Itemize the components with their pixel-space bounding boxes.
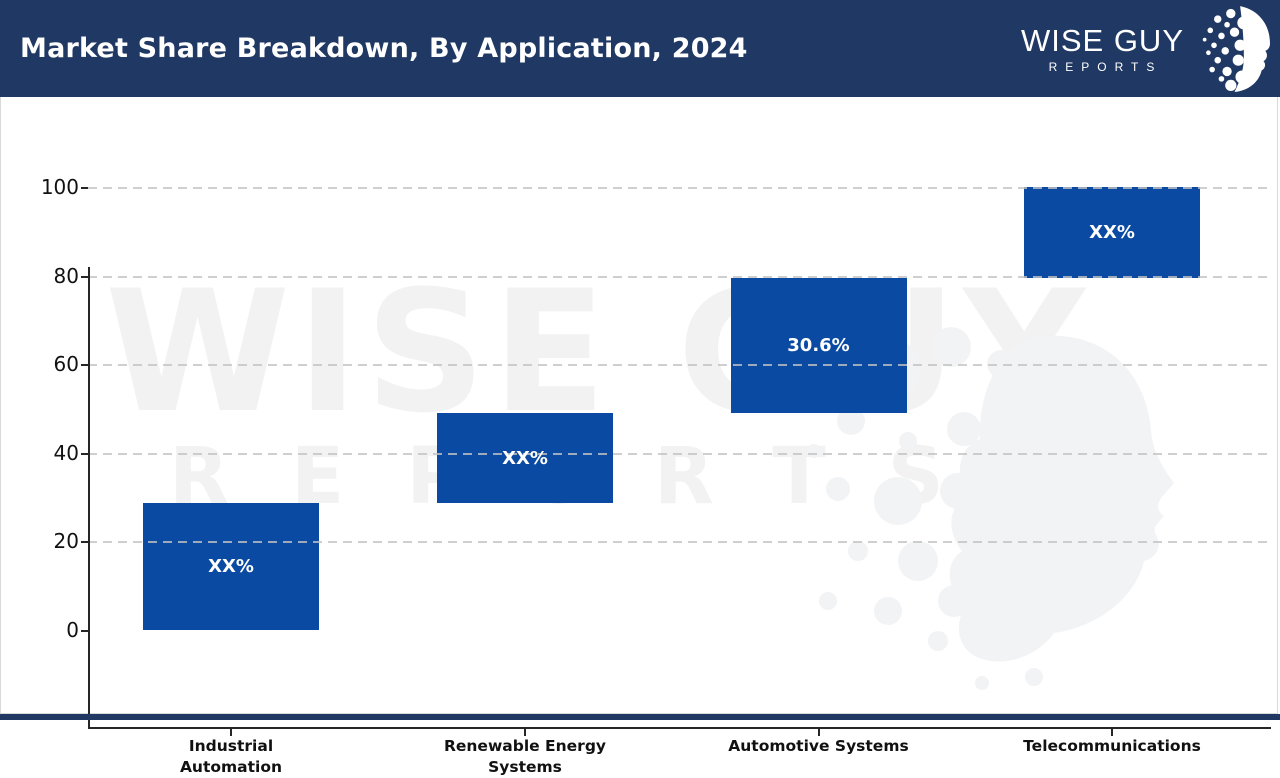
bar-segment	[1024, 187, 1200, 278]
bar-value-label: XX%	[208, 556, 254, 578]
brand-subname: REPORTS	[1048, 59, 1163, 74]
x-axis-label: Telecommunications	[1023, 737, 1201, 755]
y-tick-mark	[81, 452, 88, 455]
y-tick-mark	[81, 541, 88, 544]
x-axis-label: Automotive Systems	[728, 737, 909, 755]
bar-value-label: XX%	[502, 447, 548, 469]
bar-segment	[730, 277, 907, 414]
page-title: Market Share Breakdown, By Application, …	[20, 33, 748, 64]
y-tick-mark	[81, 630, 88, 632]
bar-segment	[437, 413, 613, 504]
x-axis	[88, 727, 1271, 729]
footer-bar	[0, 714, 1280, 720]
gridline	[88, 364, 1271, 367]
gridline	[88, 452, 1271, 455]
y-tick-label: 40	[53, 440, 79, 465]
brand-logo: WISE GUY REPORTS	[1021, 0, 1270, 97]
x-axis-label: Renewable Energy Systems	[443, 737, 607, 776]
y-axis	[88, 267, 90, 729]
gridline	[88, 275, 1271, 278]
x-axis-label: Industrial Automation	[179, 737, 283, 776]
x-tick-mark	[524, 729, 526, 736]
x-tick-mark	[817, 729, 820, 736]
y-tick-label: 80	[53, 263, 79, 288]
header-banner: Market Share Breakdown, By Application, …	[0, 0, 1280, 97]
x-tick-mark	[1111, 729, 1113, 736]
y-tick-label: 0	[66, 618, 79, 642]
chart-canvas: WISE GUY REPORTS XX%XX%30.6%XX%020406080…	[0, 97, 1278, 776]
dotted-head-logo-icon	[1202, 5, 1270, 92]
watermark-brand-text: WISE GUY	[105, 254, 1092, 450]
y-tick-mark	[81, 364, 88, 367]
y-tick-mark	[81, 275, 88, 278]
x-tick-mark	[230, 729, 232, 736]
y-tick-label: 20	[53, 529, 79, 554]
y-tick-mark	[81, 187, 88, 189]
bar-value-label: XX%	[1089, 221, 1135, 243]
bar-segment	[143, 503, 319, 630]
brand-name: WISE GUY	[1020, 22, 1184, 58]
y-tick-label: 60	[53, 352, 79, 377]
gridline	[88, 187, 1271, 189]
bar-value-label: 30.6%	[787, 335, 850, 357]
y-tick-label: 100	[40, 175, 79, 199]
brand-logo-text: WISE GUY REPORTS	[1021, 25, 1184, 73]
gridline	[88, 541, 1271, 544]
